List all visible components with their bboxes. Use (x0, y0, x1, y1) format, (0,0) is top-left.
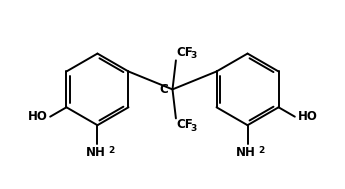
Text: 2: 2 (258, 146, 265, 155)
Text: CF: CF (177, 46, 193, 59)
Text: 3: 3 (190, 51, 197, 60)
Text: CF: CF (177, 118, 193, 131)
Text: HO: HO (28, 110, 48, 123)
Text: C: C (159, 83, 168, 96)
Text: NH: NH (86, 146, 106, 159)
Text: NH: NH (236, 146, 256, 159)
Text: 3: 3 (190, 124, 197, 133)
Text: HO: HO (297, 110, 317, 123)
Text: 2: 2 (108, 146, 115, 155)
